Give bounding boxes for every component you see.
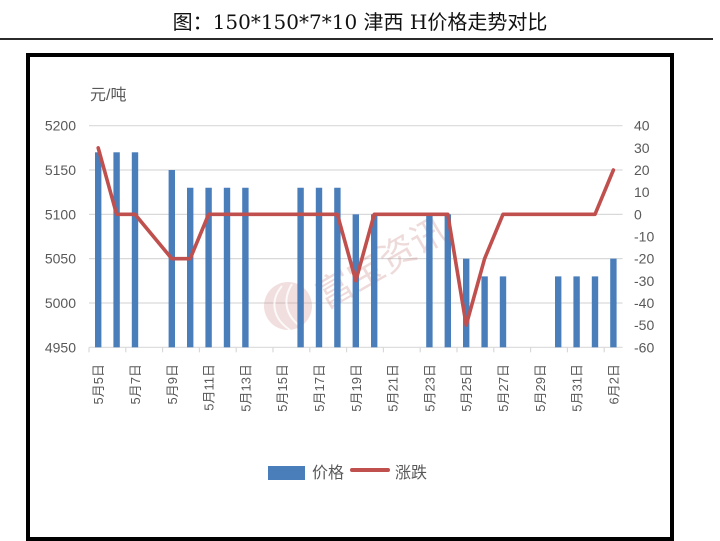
y-right-tick-label: -50 (634, 317, 654, 333)
y-left-tick-label: 5000 (45, 295, 76, 311)
title-divider (0, 38, 713, 40)
combo-chart: 5200 5150 5100 5050 5000 4950 40 30 20 10 0 -10 -20 -… (45, 118, 655, 412)
price-bar (591, 276, 599, 348)
y-left-tick-label: 5150 (45, 162, 76, 178)
price-bar (463, 258, 470, 348)
price-bar (297, 187, 304, 348)
x-tick-label: 5月21日 (386, 364, 401, 412)
x-tick-label: 5月29日 (533, 364, 548, 412)
price-bar (426, 214, 433, 348)
legend-price-label: 价格 (312, 465, 345, 482)
x-tick-label: 5月7日 (128, 364, 143, 404)
page-title: 图：150*150*7*10 津西 H价格走势对比 (172, 10, 548, 34)
x-tick-label: 5月11日 (202, 364, 217, 411)
y-right-tick-label: 10 (634, 184, 650, 200)
price-bar (481, 276, 488, 348)
x-tick-label: 5月5日 (91, 364, 106, 404)
x-tick-label: 5月23日 (422, 364, 437, 412)
y-right-tick-label: -40 (634, 295, 654, 311)
price-bar (334, 187, 341, 348)
price-bar (187, 187, 194, 348)
legend-line-swatch-icon (350, 468, 390, 472)
watermark-logo-stroke-icon (273, 285, 291, 331)
x-tick-label: 5月13日 (238, 364, 253, 412)
x-tick-label: 6月2日 (606, 364, 621, 404)
y-right-tick-label: -20 (634, 251, 654, 267)
price-bar (95, 152, 102, 348)
x-tick-label: 5月9日 (165, 364, 180, 404)
price-bar (223, 187, 231, 348)
price-bar (371, 214, 378, 348)
price-bar (242, 187, 249, 348)
price-bar (131, 152, 139, 348)
y-left-tick-label: 5100 (45, 206, 76, 222)
y-right-tick-label: -10 (634, 229, 654, 245)
x-tick-label: 5月27日 (496, 364, 511, 412)
y-right-tick-label: 40 (634, 118, 650, 134)
x-tick-label: 5月31日 (570, 364, 585, 412)
price-bar (444, 214, 451, 348)
y-left-tick-label: 5200 (45, 118, 76, 134)
watermark-text: 富宝资讯 (310, 210, 455, 318)
x-tick-label: 5月25日 (459, 364, 474, 412)
x-tick-label: 5月15日 (275, 364, 290, 412)
legend-change-label: 涨跌 (395, 465, 428, 482)
price-bar (205, 187, 212, 348)
y-right-tick-label: -60 (634, 339, 654, 355)
watermark-logo-icon (264, 282, 312, 330)
x-tick-label: 5月17日 (312, 364, 327, 412)
legend-bar-swatch-icon (268, 466, 305, 480)
y-right-tick-label: 20 (634, 162, 650, 178)
price-bar (113, 152, 120, 348)
watermark-logo-stroke-icon (285, 283, 301, 327)
y-right-tick-label: -30 (634, 273, 654, 289)
y-right-tick-label: 30 (634, 140, 650, 156)
price-bar (499, 276, 507, 348)
y-left-tick-label: 4950 (45, 339, 76, 355)
y-right-tick-label: 0 (634, 206, 642, 222)
price-bar (555, 276, 562, 348)
x-tick-label: 5月19日 (349, 364, 364, 412)
price-bar (610, 258, 617, 348)
price-bar (573, 276, 580, 348)
change-line (96, 146, 616, 327)
price-bar (315, 187, 323, 348)
y-left-tick-label: 5050 (45, 251, 76, 267)
y-axis-unit-label: 元/吨 (90, 87, 127, 104)
